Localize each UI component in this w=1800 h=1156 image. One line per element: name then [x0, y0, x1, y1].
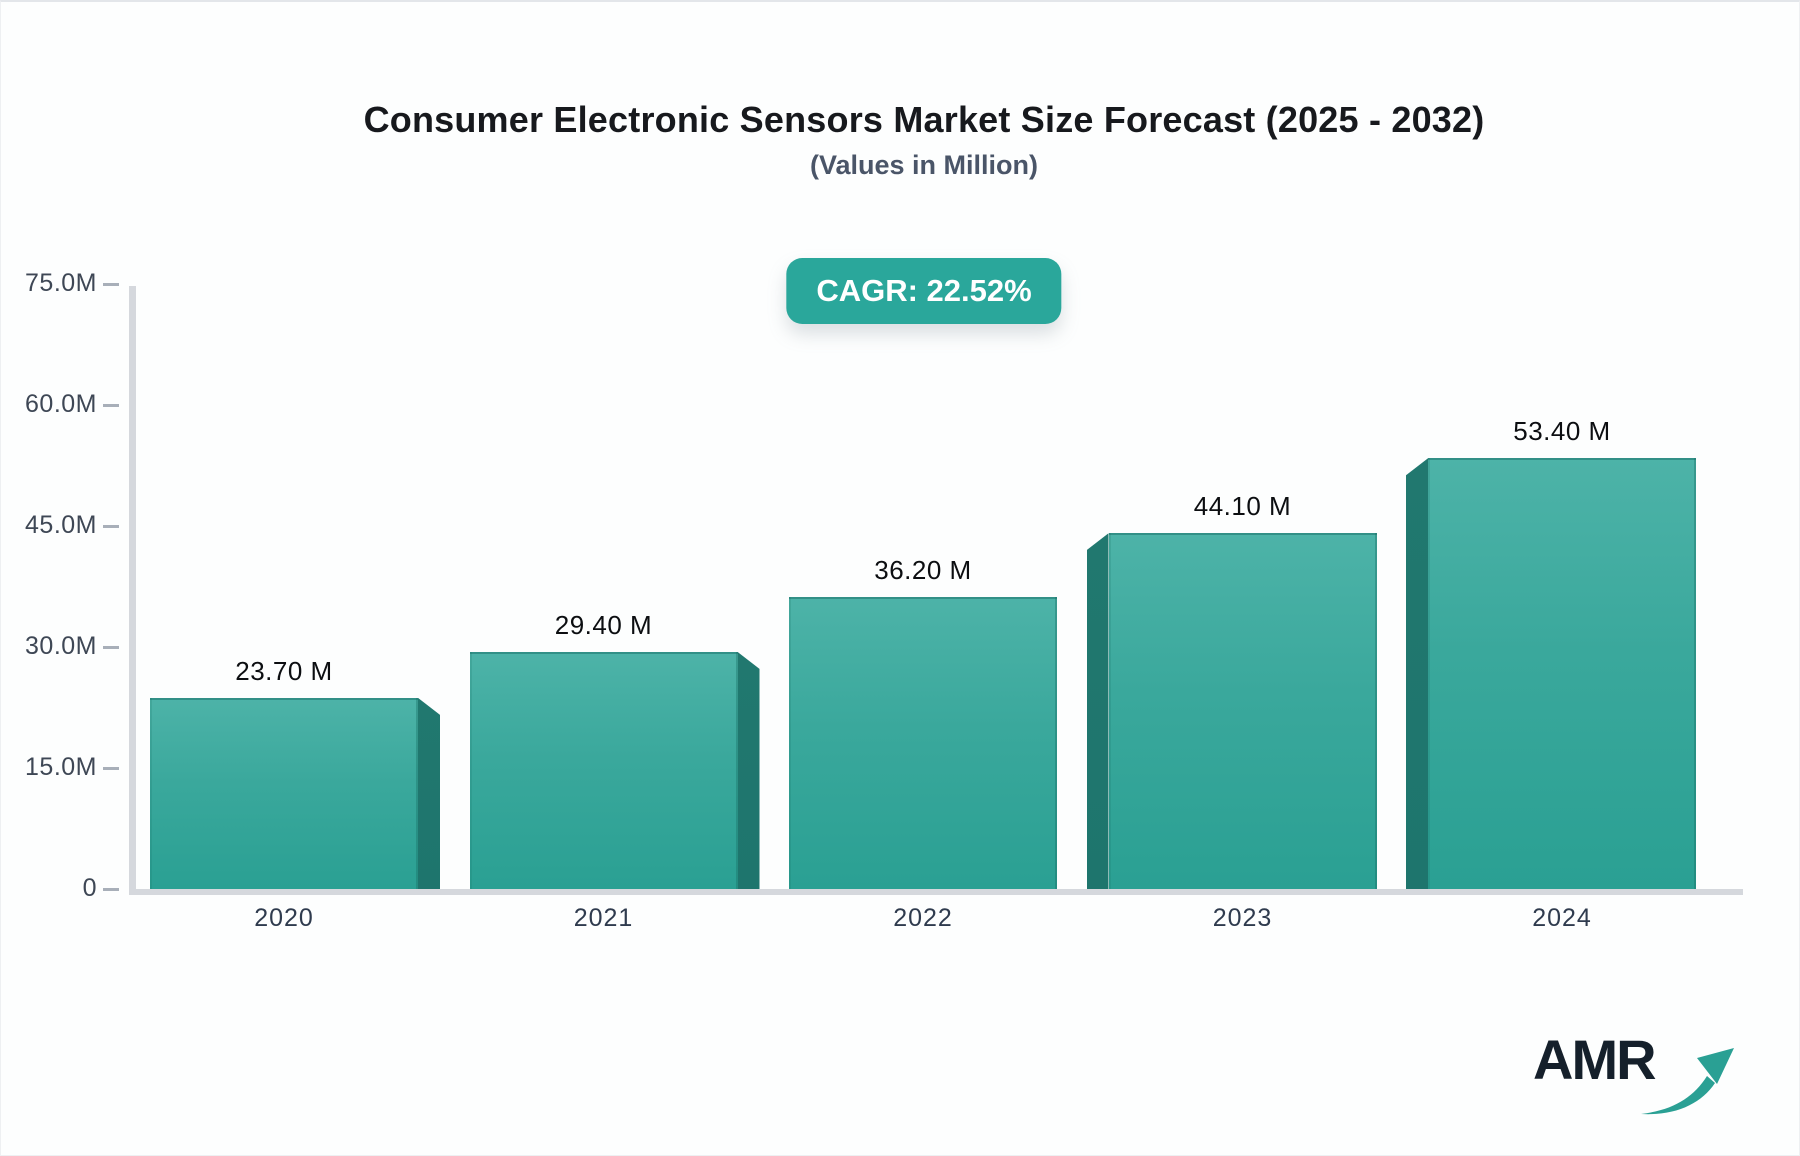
bar-2024[interactable] — [1428, 458, 1696, 889]
x-axis-label-2023: 2023 — [1212, 904, 1273, 932]
bar-2021[interactable] — [469, 651, 738, 889]
amr-logo-text: AMR — [1533, 1028, 1657, 1091]
bar-side-face-2021 — [737, 651, 760, 889]
y-axis-tick-label: 45.0M — [25, 511, 97, 539]
y-axis-line — [129, 286, 136, 895]
x-axis-baseline — [129, 889, 1743, 895]
y-axis-tick — [103, 766, 119, 770]
y-axis-tick-label: 75.0M — [25, 269, 97, 297]
amr-logo: AMR — [1533, 1032, 1736, 1120]
x-axis-label-2022: 2022 — [893, 904, 953, 932]
x-axis-label-2024: 2024 — [1532, 904, 1592, 932]
bar-side-face-2023 — [1086, 533, 1109, 889]
bar-value-label-2020: 23.70 M — [235, 655, 333, 686]
growth-arrow-icon — [1640, 1048, 1734, 1115]
y-axis-tick-label: 15.0M — [25, 753, 97, 781]
bar-value-label-2022: 36.20 M — [874, 554, 972, 585]
bar-value-label-2024: 53.40 M — [1513, 416, 1611, 447]
cagr-badge: CAGR: 22.52% — [786, 258, 1062, 324]
chart-title: Consumer Electronic Sensors Market Size … — [363, 99, 1485, 140]
bar-value-label-2021: 29.40 M — [554, 609, 653, 640]
bar-2020[interactable] — [150, 697, 418, 889]
bar-side-face-2020 — [418, 697, 440, 889]
y-axis-tick — [103, 645, 119, 649]
x-axis-label-2021: 2021 — [573, 904, 634, 932]
y-axis-tick — [103, 524, 119, 528]
y-axis-tick — [103, 887, 119, 891]
y-axis-tick — [103, 403, 119, 407]
bar-2023[interactable] — [1108, 533, 1377, 889]
x-axis-label-2020: 2020 — [254, 904, 314, 932]
y-axis-tick-label: 30.0M — [25, 632, 97, 660]
y-axis-tick — [103, 282, 119, 286]
bar-side-face-2024 — [1406, 458, 1428, 889]
y-axis-tick-label: 60.0M — [25, 390, 97, 418]
bar-value-label-2023: 44.10 M — [1193, 491, 1292, 522]
chart-subtitle: (Values in Million) — [809, 150, 1039, 180]
y-axis-tick-label: 0 — [82, 874, 97, 902]
bar-2022[interactable] — [789, 596, 1057, 889]
